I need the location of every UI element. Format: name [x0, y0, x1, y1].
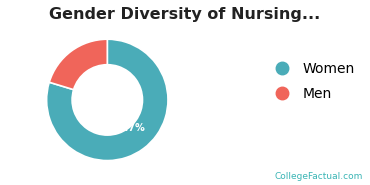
Wedge shape — [49, 39, 107, 90]
Text: 79.7%: 79.7% — [111, 123, 145, 133]
Wedge shape — [47, 39, 168, 161]
Text: CollegeFactual.com: CollegeFactual.com — [274, 172, 363, 181]
Text: Gender Diversity of Nursing...: Gender Diversity of Nursing... — [49, 7, 321, 22]
Legend: Women, Men: Women, Men — [264, 58, 359, 105]
